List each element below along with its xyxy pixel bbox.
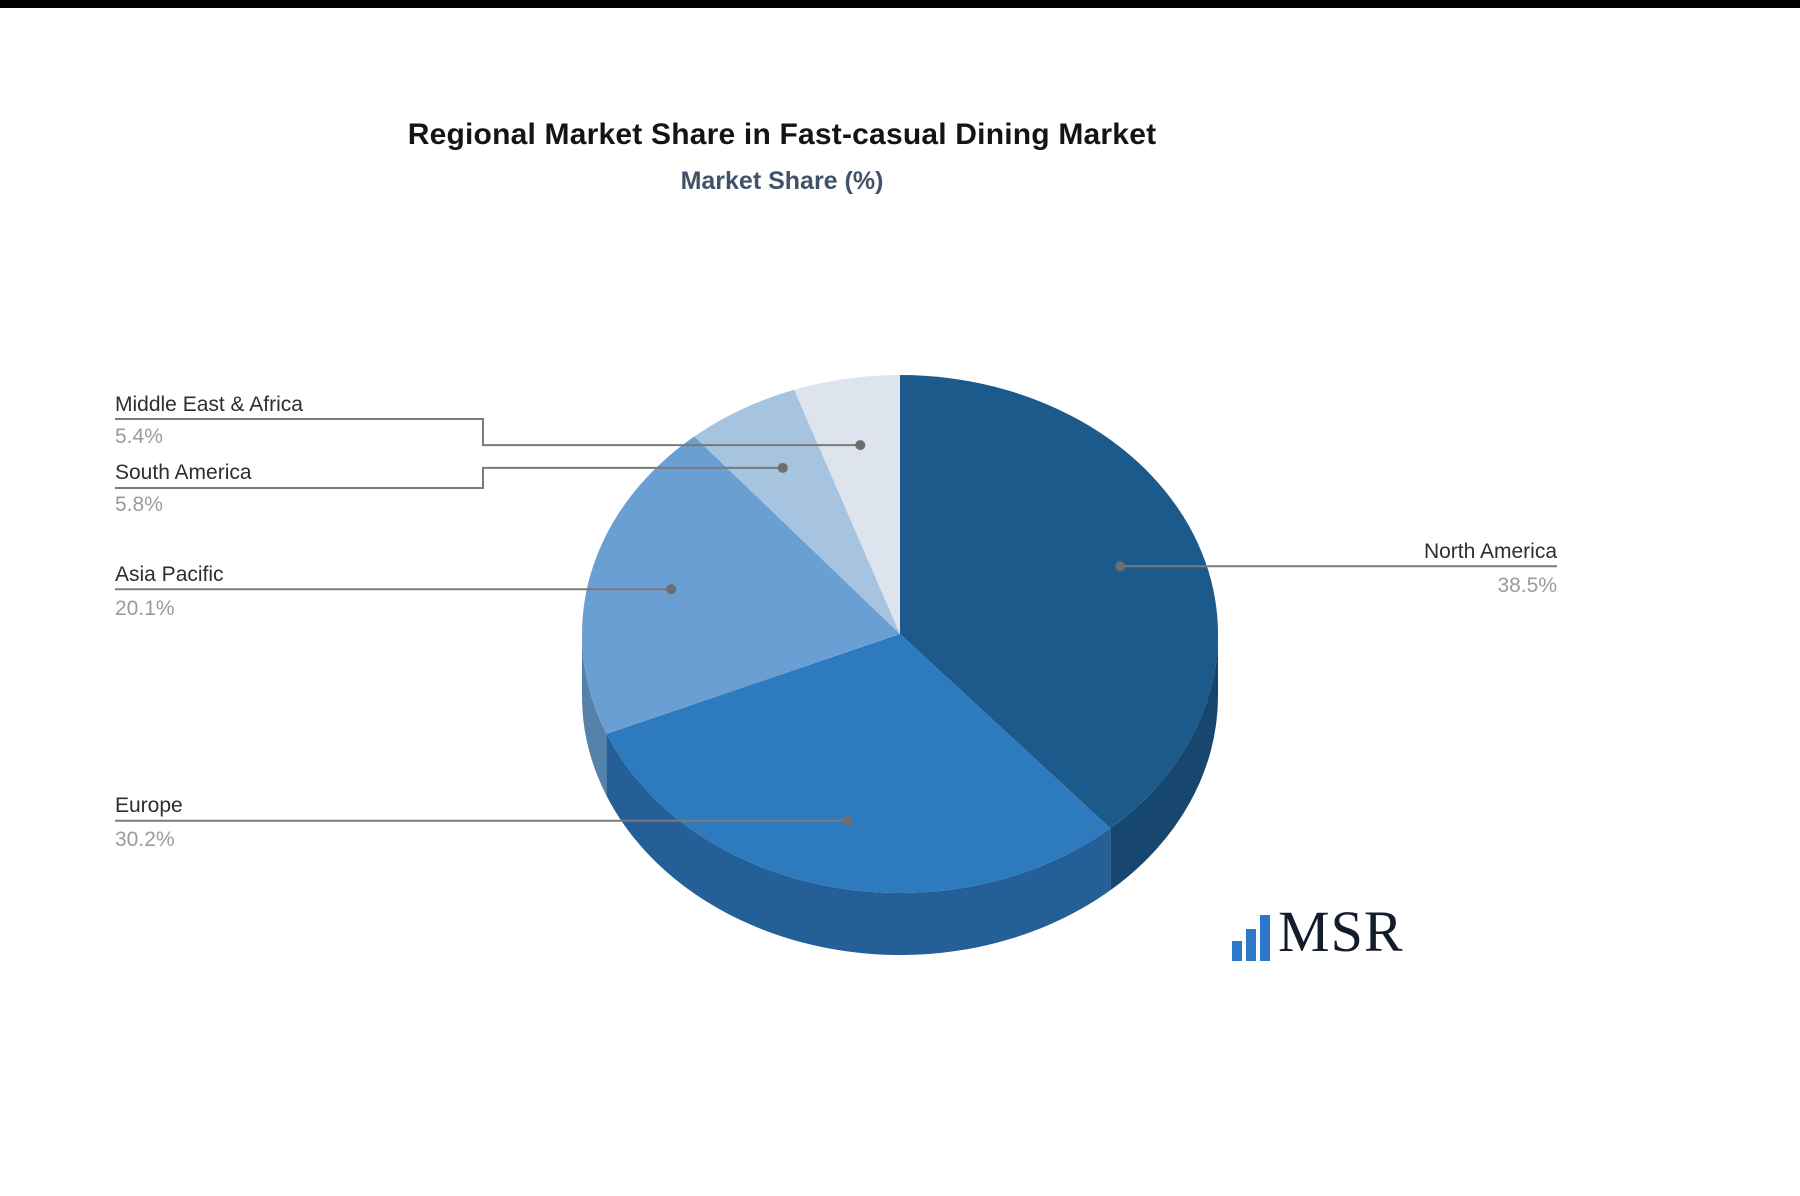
msr-logo: MSR — [1232, 903, 1404, 961]
chart-subtitle: Market Share (%) — [680, 167, 884, 195]
slice-label-south-america: South America — [115, 461, 252, 484]
slice-percent-europe: 30.2% — [115, 828, 175, 851]
slice-label-asia-pacific: Asia Pacific — [115, 563, 224, 586]
label-dot-asia-pacific — [666, 584, 677, 595]
slice-percent-middle-east-africa: 5.4% — [115, 425, 163, 448]
pie-slice-side-north-america — [1110, 634, 1218, 891]
pie-slice-side-asia-pacific — [582, 634, 607, 796]
pie-slice-middle-east-africa[interactable] — [794, 375, 900, 634]
label-line-middle-east-africa — [115, 418, 861, 447]
pie-slice-europe[interactable] — [606, 634, 1111, 893]
bar-chart-icon — [1232, 915, 1270, 961]
slice-label-middle-east-africa: Middle East & Africa — [115, 393, 303, 416]
pie-slice-north-america[interactable] — [900, 375, 1218, 829]
slice-label-north-america: North America — [1423, 540, 1557, 563]
pie-slice-asia-pacific[interactable] — [582, 436, 900, 734]
label-line-south-america — [115, 466, 783, 489]
slice-percent-south-america: 5.8% — [115, 493, 163, 516]
label-dot-south-america — [777, 462, 788, 473]
window-top-edge — [0, 0, 1800, 8]
pie-slice-south-america[interactable] — [694, 389, 900, 634]
pie-slice-side-europe — [606, 733, 1111, 955]
chart-title: Regional Market Share in Fast-casual Din… — [407, 118, 1157, 151]
slice-percent-asia-pacific: 20.1% — [115, 597, 175, 620]
logo-text: MSR — [1278, 899, 1404, 964]
label-dot-middle-east-africa — [855, 440, 866, 451]
label-dot-europe — [842, 815, 853, 826]
label-dot-north-america — [1115, 561, 1126, 572]
slice-percent-north-america: 38.5% — [1497, 574, 1557, 597]
slice-label-europe: Europe — [115, 794, 183, 817]
